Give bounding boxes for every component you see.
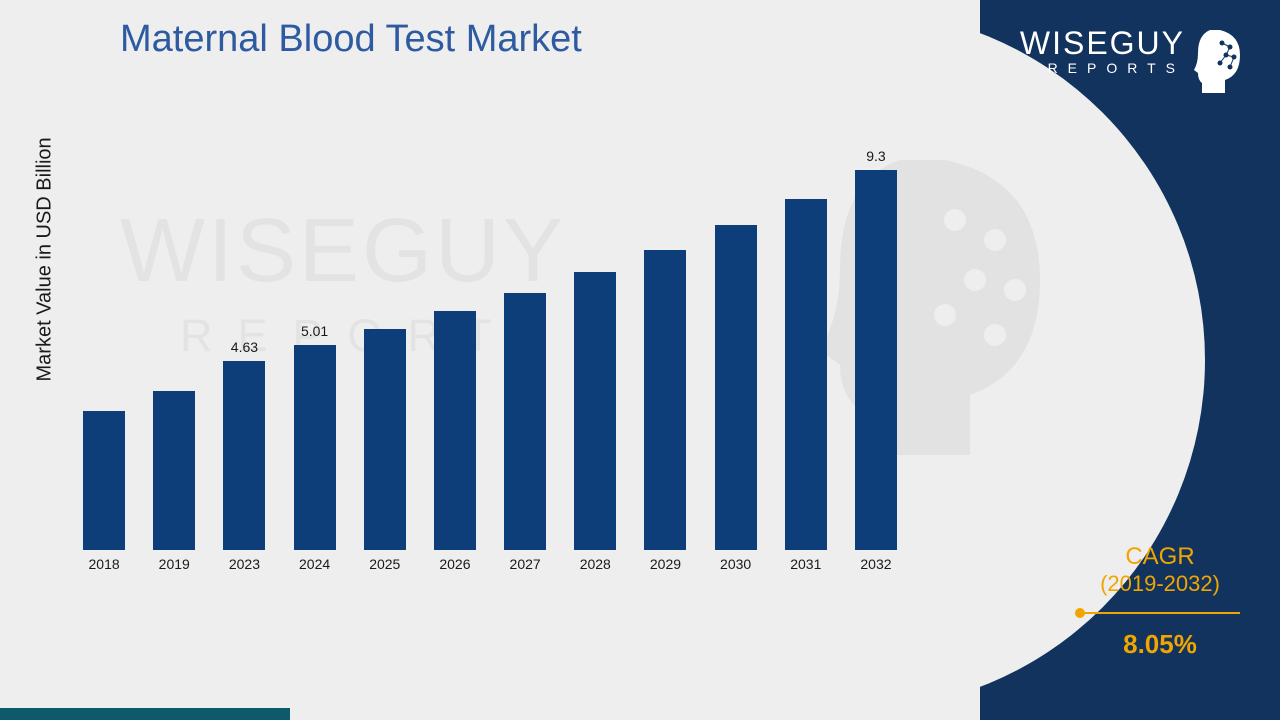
bar-group: 4.632023 bbox=[220, 361, 268, 550]
logo-sub-text: REPORTS bbox=[1020, 60, 1185, 76]
bar-group: 9.32032 bbox=[852, 170, 900, 550]
bar-value-label: 4.63 bbox=[231, 339, 258, 355]
head-icon bbox=[1190, 25, 1250, 95]
bar bbox=[644, 250, 686, 550]
bars-container: 2018 2019 4.632023 5.012024 2025 2026 2027 2028… bbox=[80, 170, 900, 550]
logo-main-text: WISEGUY bbox=[1020, 25, 1185, 62]
bar-group: 2025 bbox=[361, 329, 409, 550]
x-axis-tick: 2029 bbox=[650, 556, 681, 572]
bar: 9.3 bbox=[855, 170, 897, 550]
bar bbox=[153, 391, 195, 550]
bar: 4.63 bbox=[223, 361, 265, 550]
bar bbox=[574, 272, 616, 550]
bar-chart: 201820194.6320235.0120242025202620272028… bbox=[80, 170, 900, 570]
bar bbox=[715, 225, 757, 550]
bar-value-label: 9.3 bbox=[866, 148, 885, 164]
bottom-accent-bar bbox=[0, 708, 290, 720]
bar bbox=[83, 411, 125, 550]
bar bbox=[434, 311, 476, 550]
x-axis-tick: 2030 bbox=[720, 556, 751, 572]
x-axis-tick: 2027 bbox=[510, 556, 541, 572]
x-axis-tick: 2024 bbox=[299, 556, 330, 572]
page-title: Maternal Blood Test Market bbox=[120, 18, 582, 61]
bar-group: 2019 bbox=[150, 391, 198, 550]
bar-group: 2031 bbox=[782, 199, 830, 550]
x-axis-tick: 2031 bbox=[790, 556, 821, 572]
bar-group: 2026 bbox=[431, 311, 479, 550]
bar-group: 2028 bbox=[571, 272, 619, 550]
cagr-divider bbox=[1080, 612, 1240, 614]
x-axis-tick: 2026 bbox=[439, 556, 470, 572]
x-axis-tick: 2019 bbox=[159, 556, 190, 572]
bar: 5.01 bbox=[294, 345, 336, 550]
bar-group: 5.012024 bbox=[291, 345, 339, 550]
bar-group: 2027 bbox=[501, 293, 549, 550]
bar-group: 2030 bbox=[712, 225, 760, 550]
bar-value-label: 5.01 bbox=[301, 323, 328, 339]
bar bbox=[785, 199, 827, 550]
cagr-label: CAGR bbox=[1080, 543, 1240, 571]
x-axis-tick: 2028 bbox=[580, 556, 611, 572]
cagr-box: CAGR (2019-2032) 8.05% bbox=[1080, 543, 1240, 660]
bar bbox=[364, 329, 406, 550]
cagr-period: (2019-2032) bbox=[1080, 571, 1240, 597]
x-axis-tick: 2025 bbox=[369, 556, 400, 572]
bar-group: 2029 bbox=[641, 250, 689, 550]
x-axis-tick: 2032 bbox=[860, 556, 891, 572]
y-axis-label: Market Value in USD Billion bbox=[34, 137, 57, 381]
bar-group: 2018 bbox=[80, 411, 128, 550]
bar bbox=[504, 293, 546, 550]
x-axis-tick: 2023 bbox=[229, 556, 260, 572]
x-axis-tick: 2018 bbox=[89, 556, 120, 572]
logo-area: WISEGUY REPORTS bbox=[1020, 25, 1250, 95]
cagr-value: 8.05% bbox=[1080, 629, 1240, 660]
